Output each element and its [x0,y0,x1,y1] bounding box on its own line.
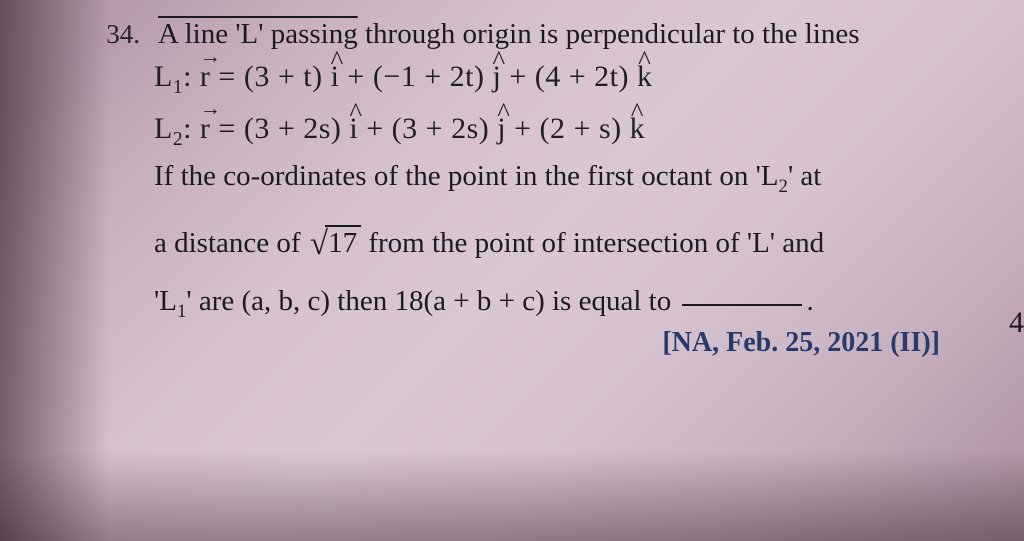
eq1-sub: 1 [173,77,183,98]
question-line-1: 34. A line 'L' passing through origin is… [92,14,1020,54]
q-text-1-overlined: A line 'L' passing [158,18,358,50]
eq2-i-hat: i [349,112,358,146]
eq2-a: = (3 + 2s) [210,112,349,145]
source-citation: [NA, Feb. 25, 2021 (II)] [154,327,1020,359]
eq1-a: = (3 + t) [210,60,330,93]
sqrt-symbol: √ [310,225,328,262]
page-shadow-bottom [0,451,1024,541]
eq1-c: + (4 + 2t) [501,60,637,93]
sqrt-radicand: 17 [325,225,361,259]
eq1-b: + (−1 + 2t) [339,60,492,93]
eq2-label: L [154,112,173,145]
q-text-1: A line 'L' passing through origin is per… [158,18,860,50]
q-text-6: 'L1' are (a, b, c) then 18(a + b + c) is… [154,285,814,317]
q-text-6a: 'L [154,285,177,317]
eq2-b: + (3 + 2s) [358,112,497,145]
question-line-5: a distance of √17 from the point of inte… [154,222,1020,263]
source-text: [NA, Feb. 25, 2021 (II)] [662,327,940,358]
eq1-i-hat: i [331,60,340,94]
question-line-6: 'L1' are (a, b, c) then 18(a + b + c) is… [154,281,1020,325]
eq1-k-hat: k [637,60,653,94]
q-text-5b: from the point of intersection of 'L' an… [361,227,824,259]
equation-l1: L1: r = (3 + t) i + (−1 + 2t) j + (4 + 2… [154,60,1020,94]
eq2-sep: : [183,112,200,145]
q-text-6b: ' are (a, b, c) then 18(a + b + c) is eq… [186,285,678,317]
eq1-label: L [154,60,173,93]
q-text-6-sub: 1 [177,301,186,322]
eq2-k-hat: k [630,112,646,146]
eq2-j-hat: j [497,112,506,146]
eq2-c: + (2 + s) [506,112,630,145]
next-page-fragment: 4 [1009,306,1024,340]
eq1: L1: r = (3 + t) i + (−1 + 2t) j + (4 + 2… [154,60,653,93]
eq1-j-hat: j [493,60,502,94]
eq1-sep: : [183,60,200,93]
q-text-6-period: . [806,285,813,317]
sqrt-17: √17 [308,222,361,263]
q-text-4: If the co-ordinates of the point in the … [154,160,821,192]
eq2-r-vec: r [200,112,211,146]
eq1-r-vec: r [200,60,211,94]
eq2: L2: r = (3 + 2s) i + (3 + 2s) j + (2 + s… [154,112,645,145]
equation-l2: L2: r = (3 + 2s) i + (3 + 2s) j + (2 + s… [154,112,1020,146]
question-number: 34. [92,14,154,54]
question-line-4: If the co-ordinates of the point in the … [154,156,1020,200]
q-text-4-suffix: ' at [788,160,821,192]
q-text-5: a distance of √17 from the point of inte… [154,227,824,259]
answer-blank [682,304,802,306]
eq2-sub: 2 [173,129,183,150]
q-text-4-sub: 2 [779,176,788,197]
q-text-1-suffix: through origin is perpendicular to the l… [358,18,860,50]
question-block: 34. A line 'L' passing through origin is… [92,12,1020,359]
q-text-5a: a distance of [154,227,308,259]
q-text-4-main: If the co-ordinates of the point in the … [154,160,779,192]
